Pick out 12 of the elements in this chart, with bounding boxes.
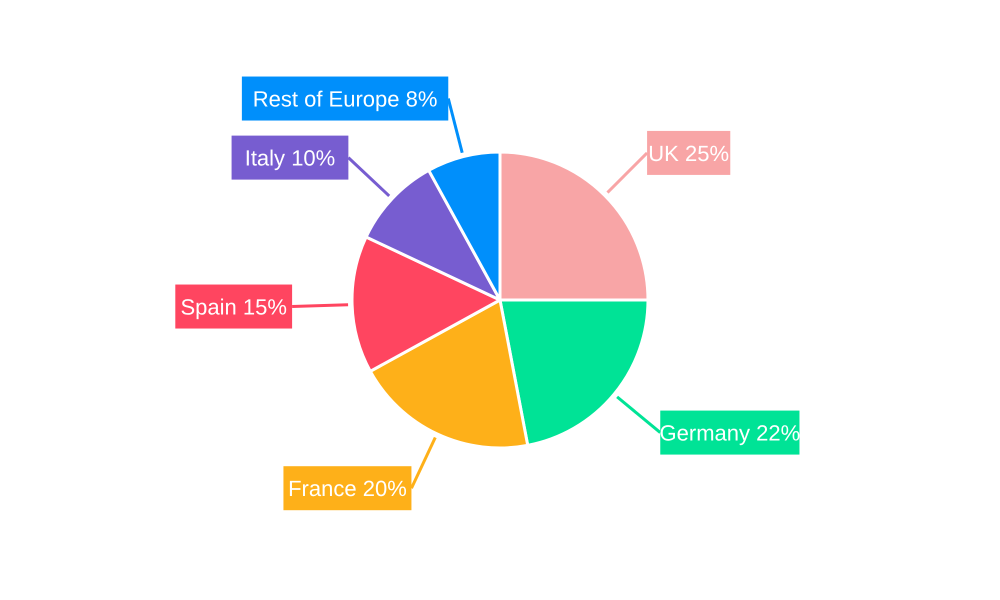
slice-label: France [288, 476, 357, 501]
slice-label: Italy [244, 145, 286, 170]
slice-label: Germany [660, 420, 750, 446]
data-label: 8% [406, 86, 438, 112]
slice-label: Spain [180, 294, 237, 320]
slice-label: UK [648, 140, 680, 166]
data-label: 22% [756, 420, 800, 446]
data-label: 25% [685, 140, 730, 166]
data-label: 15% [242, 294, 287, 320]
data-label: 10% [291, 145, 336, 170]
slice-label: Rest of Europe [252, 86, 400, 112]
data-label: 20% [362, 476, 407, 501]
